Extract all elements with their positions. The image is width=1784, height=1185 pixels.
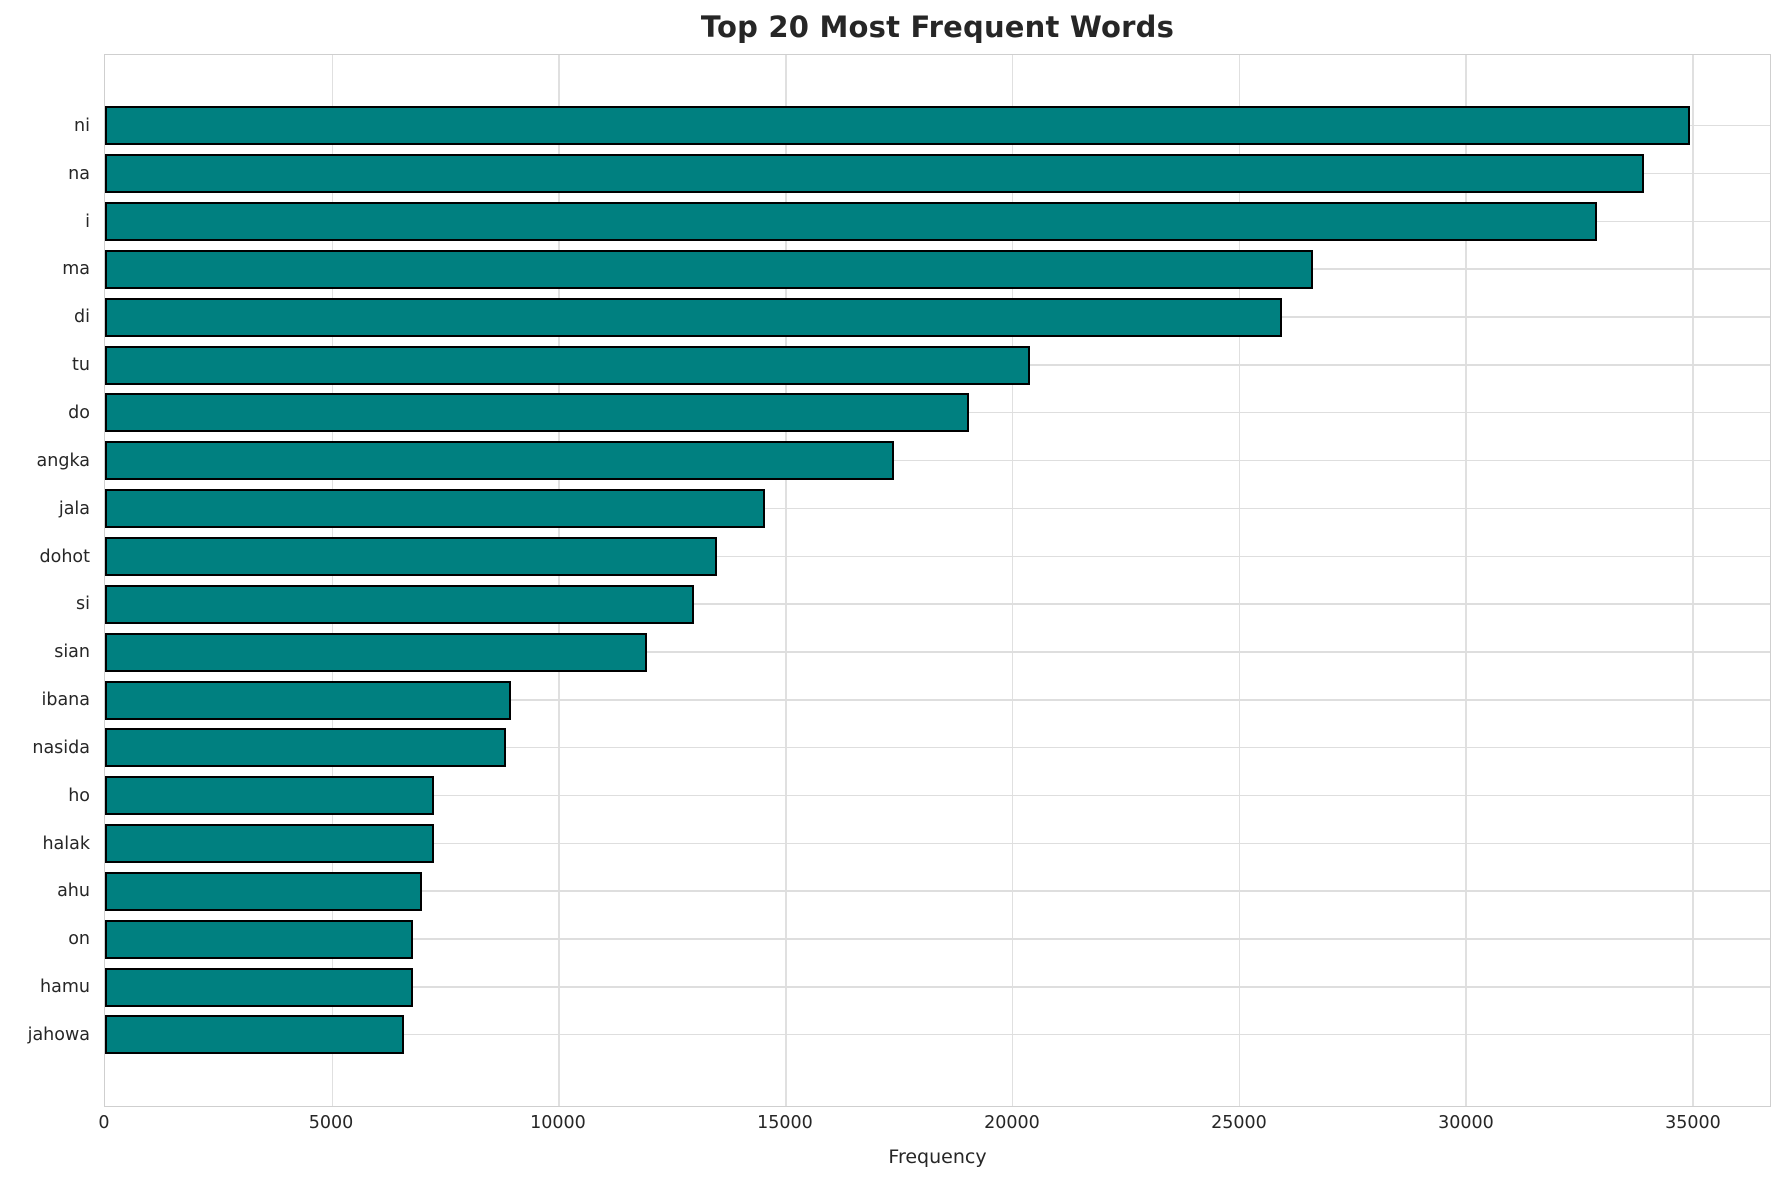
vertical-gridline [558, 55, 560, 1106]
horizontal-gridline [105, 603, 1770, 605]
vertical-gridline [1011, 55, 1014, 1106]
category-label: on [68, 929, 90, 950]
x-tick-label: 5000 [308, 1113, 354, 1133]
horizontal-gridline [105, 699, 1770, 701]
category-label: na [68, 163, 90, 184]
horizontal-gridline [105, 794, 1770, 797]
x-tick-label: 35000 [1665, 1113, 1721, 1133]
category-label: ma [62, 259, 90, 280]
category-label: jala [58, 498, 90, 519]
vertical-gridline [1465, 55, 1467, 1106]
bar [105, 537, 718, 577]
category-label: ho [68, 785, 90, 806]
bar-row: i [85, 198, 1770, 246]
horizontal-gridline [105, 651, 1770, 653]
category-label: ni [74, 115, 90, 136]
bar-row: on [68, 915, 1770, 963]
category-label: ibana [41, 690, 90, 711]
horizontal-gridline [105, 1033, 1770, 1036]
horizontal-gridline [105, 842, 1770, 845]
category-label: dohot [39, 546, 90, 567]
bar-row: ho [68, 772, 1770, 820]
bar [105, 345, 1030, 385]
bar [105, 967, 414, 1007]
bar [105, 871, 423, 911]
category-label: si [76, 594, 90, 615]
bar [105, 441, 894, 481]
x-axis-ticks: 0 5000 10000 15000 20000 25000 30000 35000 [98, 1113, 1771, 1137]
bar-row: ahu [57, 868, 1770, 916]
category-label: jahowa [27, 1024, 90, 1045]
bar [105, 154, 1645, 194]
horizontal-gridline [105, 459, 1770, 462]
bar [105, 584, 695, 624]
bar-row: jala [59, 485, 1770, 533]
bar-row: dohot [40, 533, 1770, 581]
vertical-gridline [1692, 55, 1694, 1106]
bar [105, 202, 1597, 242]
bar-row: nasida [32, 724, 1770, 772]
bar-row: halak [42, 820, 1770, 868]
category-label: angka [36, 450, 90, 471]
bar [105, 632, 647, 672]
bar-row: ma [62, 246, 1770, 294]
bar [105, 919, 414, 959]
bar [105, 776, 434, 816]
bar-row: di [74, 293, 1770, 341]
category-label: ahu [57, 881, 90, 902]
category-label: halak [42, 833, 90, 854]
category-label: i [85, 211, 90, 232]
bar-row: ni [74, 102, 1770, 150]
bar-row: na [68, 150, 1770, 198]
bar-row: jahowa [28, 1011, 1770, 1059]
category-label: hamu [40, 977, 90, 998]
x-axis-label: Frequency [888, 1146, 987, 1168]
bar-row: si [76, 580, 1770, 628]
x-tick-label: 30000 [1438, 1113, 1494, 1133]
x-tick-label: 25000 [1211, 1113, 1267, 1133]
bar [105, 728, 507, 768]
category-label: di [74, 307, 90, 328]
bar [105, 1015, 405, 1055]
bar [105, 393, 969, 433]
category-label: do [68, 402, 90, 423]
bar-row: angka [37, 437, 1770, 485]
vertical-gridline [785, 55, 787, 1106]
category-label: nasida [32, 737, 90, 758]
plot-area: ni na i ma di tu do angka [28, 54, 1771, 1107]
x-tick-label: 0 [98, 1113, 110, 1133]
bar [105, 297, 1282, 337]
bar-row: hamu [40, 963, 1770, 1011]
horizontal-gridline [105, 746, 1770, 749]
horizontal-gridline [105, 507, 1770, 510]
bar-row: do [68, 389, 1770, 437]
bar [105, 489, 765, 529]
vertical-gridline [331, 55, 334, 1106]
bar-row: tu [72, 341, 1770, 389]
bar-rows-container: ni na i ma di tu do angka [28, 102, 1770, 1059]
bar [105, 249, 1314, 289]
bar [105, 680, 511, 720]
horizontal-gridline [105, 555, 1770, 558]
x-tick-label: 15000 [757, 1113, 813, 1133]
chart-title: Top 20 Most Frequent Words [700, 10, 1175, 44]
bar-row: ibana [41, 676, 1770, 724]
x-tick-label: 10000 [530, 1113, 586, 1133]
bar [105, 824, 434, 864]
x-tick-label: 20000 [984, 1113, 1040, 1133]
horizontal-gridline [105, 986, 1770, 988]
horizontal-gridline [105, 890, 1770, 892]
vertical-gridline [1238, 55, 1241, 1106]
category-label: tu [72, 355, 90, 376]
horizontal-gridline [105, 938, 1770, 940]
bar [105, 106, 1690, 146]
bar-row: sian [54, 628, 1770, 676]
category-label: sian [54, 642, 90, 663]
